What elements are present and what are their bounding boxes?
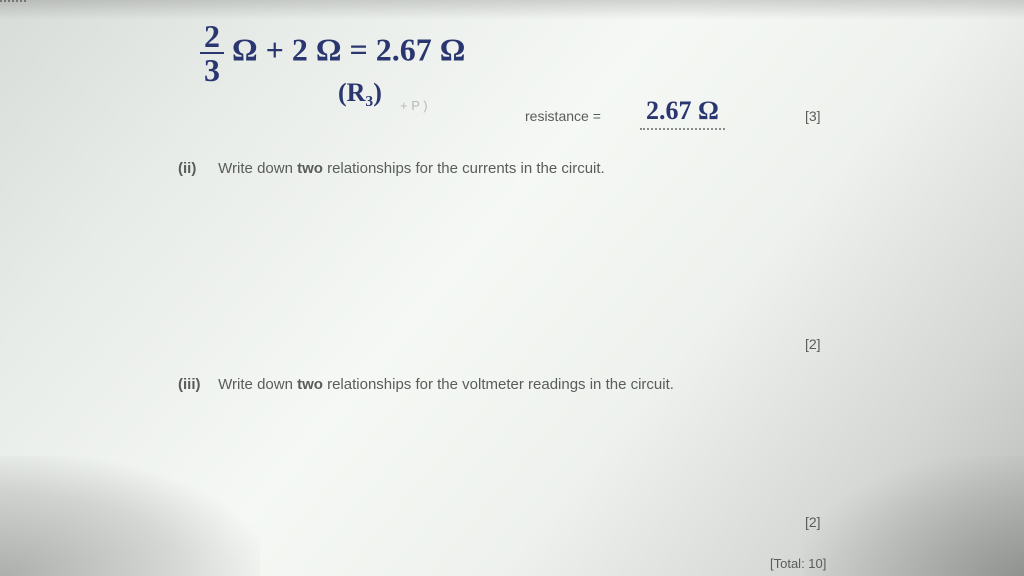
equation-rest: Ω + 2 Ω = 2.67 Ω (224, 31, 465, 67)
shadow-bottom-right (804, 456, 1024, 576)
handwritten-equation: 2 3 Ω + 2 Ω = 2.67 Ω (200, 20, 465, 86)
question-ii-text-b: relationships for the currents in the ci… (323, 160, 605, 177)
marks-3: [3] (805, 108, 821, 124)
question-ii-text-a: Write down (218, 160, 297, 177)
question-ii-number: (ii) (178, 160, 214, 177)
question-iii-number: (iii) (178, 376, 214, 393)
total-marks: [Total: 10] (770, 556, 826, 571)
question-ii-bold: two (297, 160, 323, 177)
marks-2-a: [2] (805, 336, 821, 352)
question-iii-bold: two (297, 376, 323, 393)
shadow-top (0, 0, 1024, 20)
question-iii-text-b: relationships for the voltmeter readings… (323, 376, 674, 393)
marks-2-b: [2] (805, 514, 821, 530)
fraction-denominator: 3 (200, 54, 224, 86)
handwritten-r3-label: (R₃) (338, 78, 382, 108)
resistance-label: resistance = (525, 108, 601, 124)
fraction-numerator: 2 (200, 20, 224, 54)
question-ii: (ii) Write down two relationships for th… (178, 160, 898, 177)
question-iii-text-a: Write down (218, 376, 297, 393)
handwritten-answer: 2.67 Ω (640, 96, 725, 130)
fraction: 2 3 (200, 20, 224, 86)
question-iii: (iii) Write down two relationships for t… (178, 376, 898, 393)
faint-plus-p: + P ) (400, 98, 428, 113)
shadow-bottom-left (0, 456, 260, 576)
worksheet-paper: 2 3 Ω + 2 Ω = 2.67 Ω (R₃) + P ) resistan… (0, 0, 1024, 576)
